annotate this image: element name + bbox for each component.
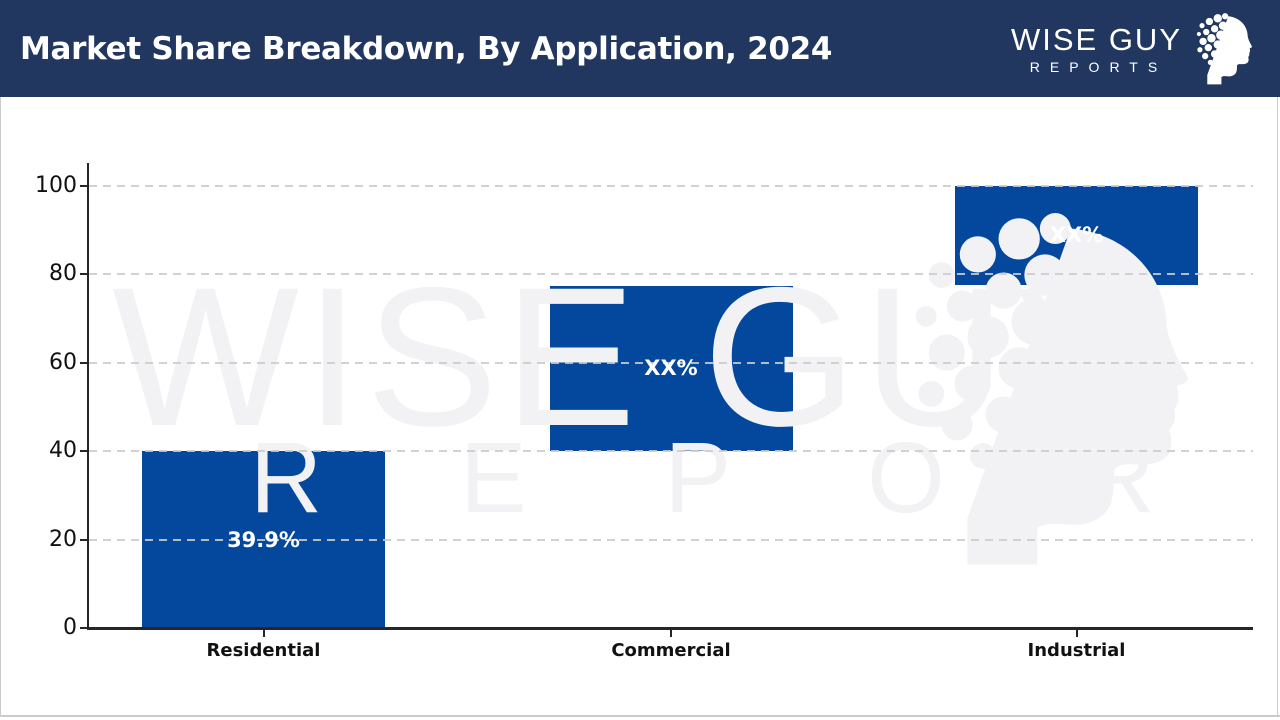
brand-name: WISE GUY <box>1010 21 1182 57</box>
x-axis-label-industrial: Industrial <box>1027 640 1126 661</box>
x-axis-label-commercial: Commercial <box>611 640 731 661</box>
x-tick-mark <box>670 630 672 637</box>
y-axis-tick-label: 0 <box>63 615 77 640</box>
x-axis-label-residential: Residential <box>206 640 321 661</box>
y-axis-tick-label: 60 <box>49 349 77 375</box>
y-tick-mark <box>80 361 87 364</box>
y-tick-mark <box>80 450 87 452</box>
y-axis-tick-label: 100 <box>35 172 77 198</box>
brand-logo: WISE GUY REPORTS <box>1011 11 1262 87</box>
gridline-40 <box>89 450 1253 452</box>
y-axis-tick-label: 20 <box>49 526 77 552</box>
bar-value-label: XX% <box>644 356 698 381</box>
page-border-right <box>1277 97 1278 717</box>
page-border-left <box>0 97 1 717</box>
bar-value-label: XX% <box>1049 223 1104 248</box>
gridline-80 <box>89 273 1253 275</box>
x-axis-line <box>87 627 1253 630</box>
page-title: Market Share Breakdown, By Application, … <box>20 30 833 67</box>
brand-subtitle: REPORTS <box>1029 58 1168 75</box>
gridline-100 <box>89 184 1253 187</box>
bar-value-label: 39.9% <box>227 527 300 552</box>
brand-logo-text: WISE GUY REPORTS <box>1011 24 1182 74</box>
chart-bar-commercial: XX% <box>549 285 793 451</box>
x-tick-mark <box>1075 630 1078 637</box>
gridline-60 <box>89 361 1253 364</box>
y-tick-mark <box>80 627 87 629</box>
chart-bar-industrial: XX% <box>955 185 1198 286</box>
y-axis-tick-label: 80 <box>49 261 77 286</box>
y-axis-tick-label: 40 <box>49 438 77 463</box>
report-header: Market Share Breakdown, By Application, … <box>0 0 1280 97</box>
y-tick-mark <box>80 538 87 541</box>
gridline-20 <box>89 538 1253 541</box>
y-tick-mark <box>80 184 87 187</box>
x-tick-mark <box>262 630 265 637</box>
page-border-bottom <box>0 715 1280 717</box>
y-axis-line <box>87 163 89 629</box>
y-tick-mark <box>80 273 87 275</box>
